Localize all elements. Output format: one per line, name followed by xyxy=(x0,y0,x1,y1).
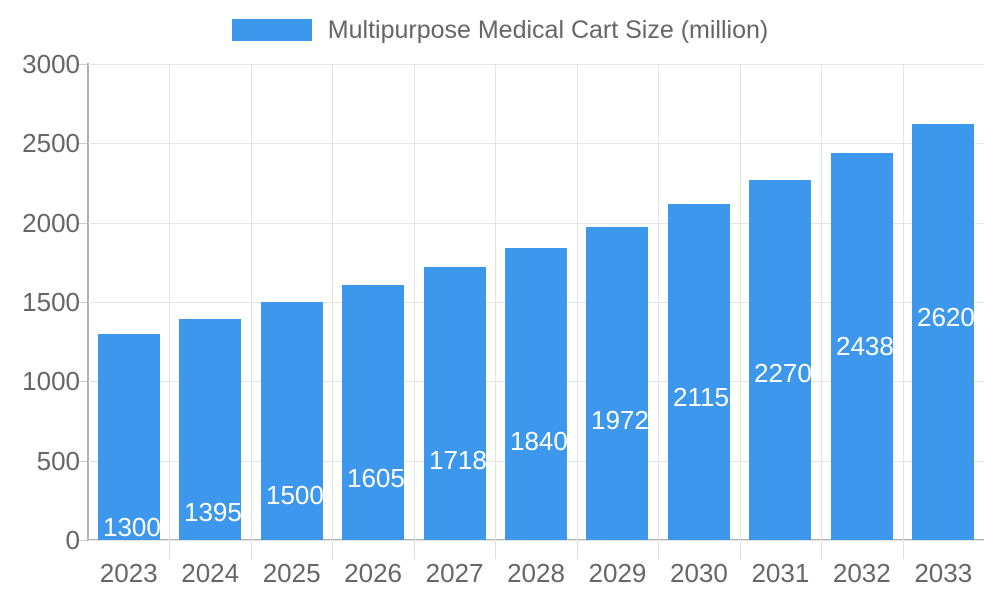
bar-value-label: 2115 xyxy=(673,382,729,413)
bar-value-label: 1840 xyxy=(510,426,568,457)
x-axis-tick-label: 2026 xyxy=(344,558,402,588)
x-axis-tick-mark xyxy=(577,541,578,559)
y-axis-tick-mark xyxy=(79,302,87,303)
gridline-vertical xyxy=(414,64,415,540)
y-axis-tick-mark xyxy=(79,540,87,541)
bar[interactable] xyxy=(179,318,241,540)
y-axis-tick-mark xyxy=(79,64,87,65)
bar-value-label: 1395 xyxy=(184,496,242,527)
legend-label: Multipurpose Medical Cart Size (million) xyxy=(327,15,769,44)
bar[interactable] xyxy=(586,227,648,540)
x-axis-tick-label: 2030 xyxy=(669,558,728,588)
y-axis-tick-label: 500 xyxy=(36,445,80,476)
gridline-horizontal xyxy=(88,540,984,541)
x-axis-tick-mark xyxy=(495,541,496,559)
gridline-vertical xyxy=(577,64,578,540)
x-axis-tick-label: 2032 xyxy=(832,558,891,588)
bar-value-label: 2270 xyxy=(754,357,812,388)
bar-value-label: 2438 xyxy=(836,331,894,362)
x-axis-tick-mark xyxy=(658,541,659,559)
y-axis-tick-label: 2000 xyxy=(22,207,80,238)
y-axis-tick-mark xyxy=(79,381,87,383)
x-axis-tick-label: 2028 xyxy=(507,558,565,588)
y-axis-tick-label: 3000 xyxy=(22,49,80,79)
bar-value-label: 2620 xyxy=(917,302,975,333)
gridline-vertical xyxy=(903,64,904,540)
bar-value-label: 1500 xyxy=(266,480,324,510)
x-axis-tick-mark xyxy=(414,541,415,559)
x-axis-tick-label: 2031 xyxy=(751,558,810,588)
gridline-horizontal xyxy=(88,143,984,145)
y-axis-labels: 0 500 1000 1500 2000 2500 3000 xyxy=(0,0,87,600)
x-axis-tick-label: 2024 xyxy=(181,558,240,588)
bar[interactable] xyxy=(505,248,567,540)
x-axis-tick-label: 2027 xyxy=(425,558,484,588)
y-axis-tick-label: 1500 xyxy=(22,287,80,317)
y-axis-tick-mark xyxy=(79,222,87,224)
gridline-horizontal xyxy=(88,222,984,224)
bar[interactable] xyxy=(261,302,323,540)
y-axis-tick-label: 0 xyxy=(65,525,80,555)
bar[interactable] xyxy=(831,153,893,540)
bar-value-label: 1972 xyxy=(591,405,649,436)
x-axis-tick-label: 2025 xyxy=(262,558,321,588)
chart-legend: Multipurpose Medical Cart Size (million) xyxy=(0,12,1000,48)
bar-value-label: 1300 xyxy=(103,511,161,542)
bar[interactable] xyxy=(912,124,974,540)
plot-area: 1300 1395 1500 1605 1718 1840 1972 2115 2270 2438… xyxy=(88,64,984,542)
bar-value-label: 1605 xyxy=(347,463,405,494)
bar[interactable] xyxy=(424,267,486,540)
bar[interactable] xyxy=(98,333,160,540)
x-axis-tick-mark xyxy=(332,541,333,559)
bar[interactable] xyxy=(749,179,811,540)
gridline-vertical xyxy=(495,64,496,540)
gridline-vertical xyxy=(251,64,252,540)
bar[interactable] xyxy=(668,204,730,540)
x-axis-tick-mark xyxy=(251,541,252,559)
y-axis-tick-label: 1000 xyxy=(22,366,80,397)
x-axis-tick-mark xyxy=(903,541,904,559)
y-axis-tick-label: 2500 xyxy=(22,128,80,159)
gridline-vertical xyxy=(821,64,822,540)
x-axis-tick-label: 2029 xyxy=(588,558,647,588)
legend-color-swatch xyxy=(231,19,312,41)
gridline-vertical xyxy=(332,64,333,540)
x-axis-tick-label: 2033 xyxy=(914,558,973,588)
y-axis-tick-mark xyxy=(79,460,87,462)
gridline-vertical xyxy=(740,64,741,540)
x-axis-tick-mark xyxy=(740,541,741,559)
gridline-horizontal xyxy=(88,64,984,65)
bar-value-label: 1718 xyxy=(429,445,487,476)
x-axis-tick-mark xyxy=(821,541,822,559)
x-axis-tick-label: 2023 xyxy=(99,558,158,588)
legend-item-multipurpose-medical-cart-size[interactable]: Multipurpose Medical Cart Size (million) xyxy=(231,15,769,44)
y-axis-tick-mark xyxy=(79,143,87,145)
gridline-vertical xyxy=(658,64,659,540)
bar[interactable] xyxy=(342,285,404,540)
x-axis-tick-mark xyxy=(169,541,170,559)
gridline-vertical xyxy=(169,64,170,540)
